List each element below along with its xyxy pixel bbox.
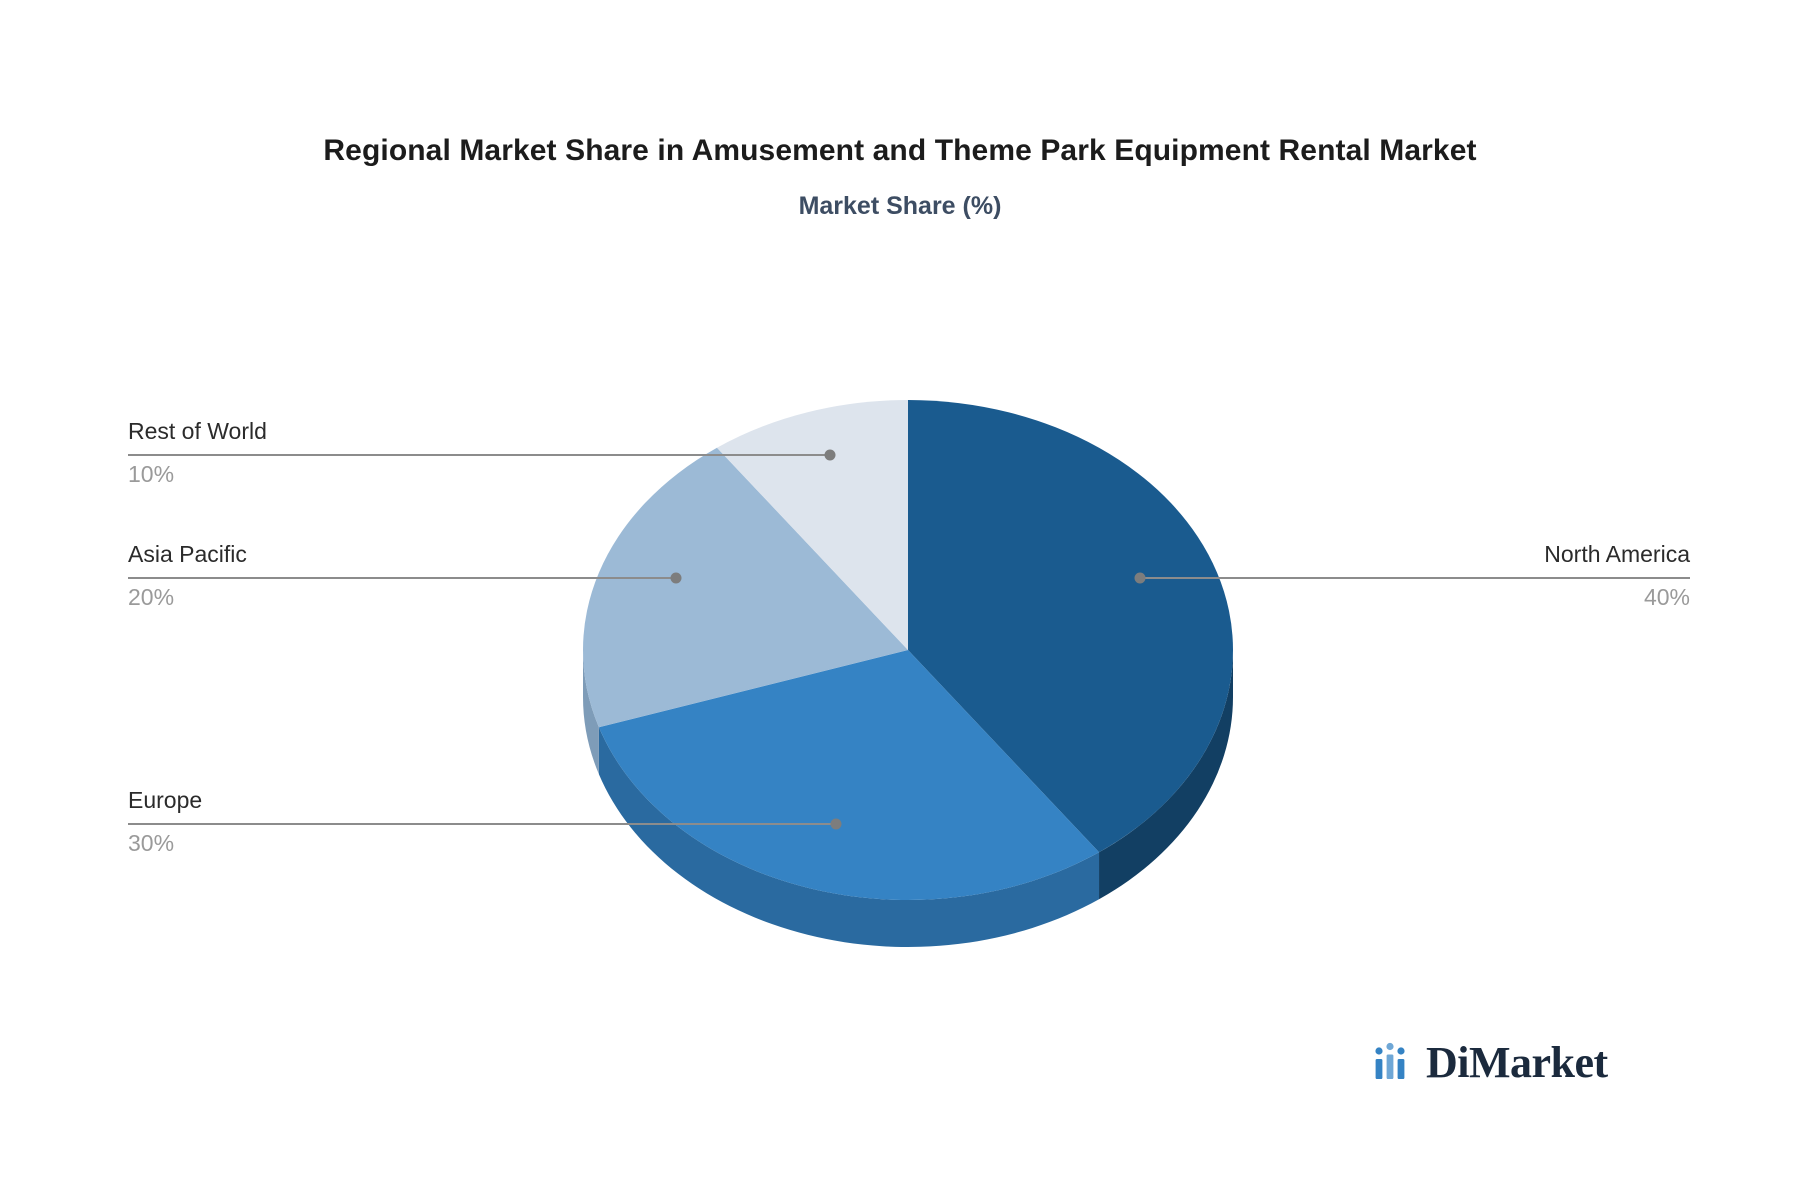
bar-chart-icon (1375, 1042, 1405, 1079)
chart-title: Regional Market Share in Amusement and T… (323, 134, 1477, 167)
callout-rest-of-world: Rest of World 10% (128, 418, 267, 488)
callout-asia-pacific: Asia Pacific 20% (128, 541, 247, 611)
slice-europe[interactable] (598, 650, 1100, 901)
pie-top-group (582, 400, 1233, 901)
callout-value-north-america: 40% (1643, 584, 1690, 610)
callout-label-europe: Europe (128, 787, 203, 813)
leader-dot-asia-pacific (670, 572, 682, 584)
callout-north-america: North America 40% (1544, 541, 1690, 611)
leader-lines-group (128, 454, 1690, 825)
brand-name: DiMarket (1426, 1038, 1608, 1087)
leader-dot-europe (830, 818, 842, 830)
slice-north-america[interactable] (908, 400, 1233, 853)
leader-dot-rest-of-world (824, 449, 836, 461)
slice-asia-pacific[interactable] (582, 447, 908, 728)
callout-label-asia-pacific: Asia Pacific (128, 541, 247, 567)
leader-dots-group (670, 449, 1146, 830)
slice-depth-europe (598, 727, 1100, 948)
callout-value-asia-pacific: 20% (128, 584, 175, 610)
chart-subtitle: Market Share (%) (798, 192, 1002, 220)
callout-label-north-america: North America (1544, 541, 1690, 567)
slice-depth-asia-pacific (583, 650, 599, 775)
callout-label-rest-of-world: Rest of World (128, 418, 267, 444)
slice-depth-north-america (1099, 650, 1233, 900)
brand-logo: DiMarket (1372, 1040, 1608, 1086)
slice-rest-of-world[interactable] (716, 400, 908, 650)
callout-value-europe: 30% (128, 830, 175, 856)
leader-dot-north-america (1134, 572, 1146, 584)
callout-value-rest-of-world: 10% (128, 461, 175, 487)
callout-europe: Europe 30% (128, 787, 202, 857)
pie-depth-group (583, 650, 1233, 948)
